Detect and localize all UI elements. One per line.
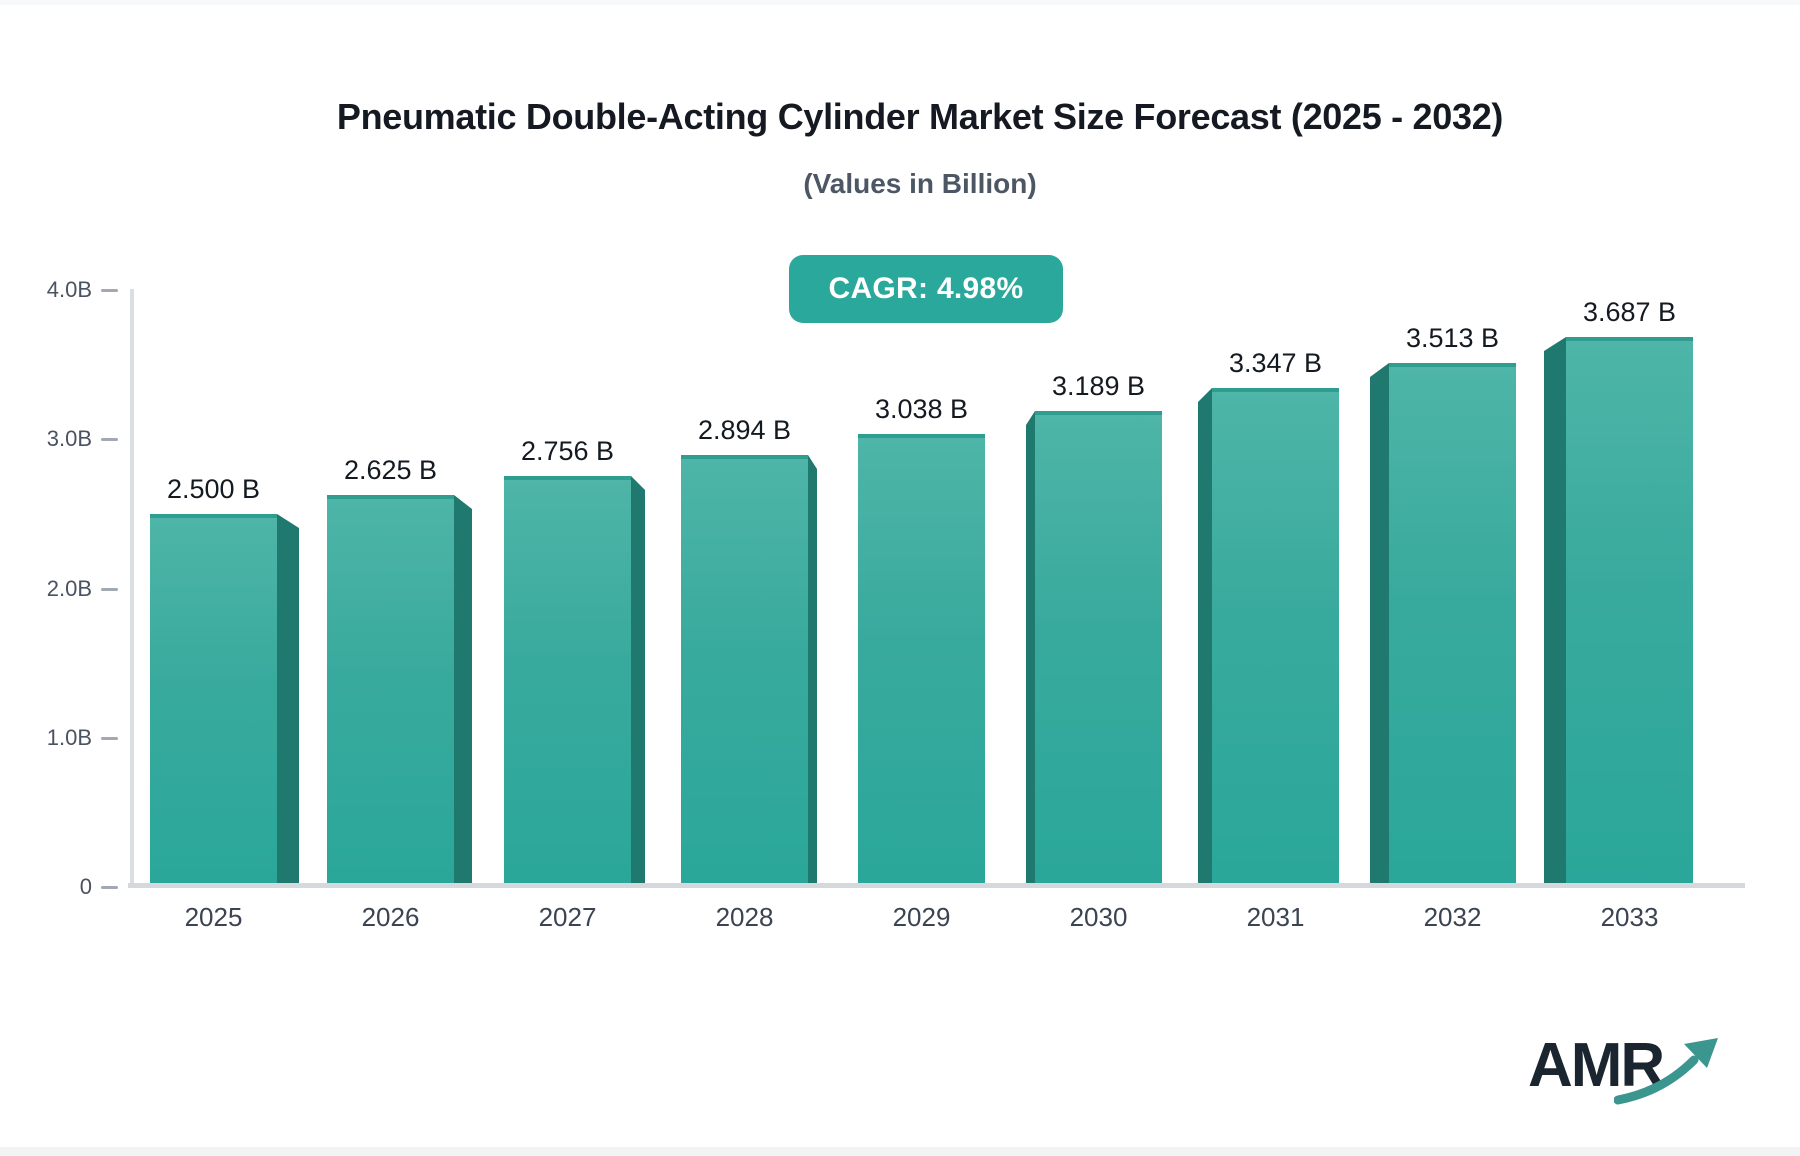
bar-2028 [681, 455, 808, 888]
y-axis-tick-label: 2.0B [46, 575, 92, 601]
bar-value-label: 2.625 B [343, 455, 438, 485]
bar-2032 [1389, 363, 1516, 888]
bar-value-label: 3.038 B [874, 394, 969, 424]
bar-value-label: 2.756 B [520, 436, 615, 466]
x-axis-label-2031: 2031 [1246, 902, 1305, 932]
y-axis-tick-mark [101, 886, 118, 889]
page-subtitle: (Values in Billion) [803, 168, 1037, 199]
bar-value-label: 3.687 B [1582, 297, 1677, 327]
bar-value-label: 3.189 B [1051, 371, 1146, 401]
cagr-badge: CAGR: 4.98% [789, 255, 1063, 323]
bar-value-label: 2.500 B [166, 474, 261, 504]
x-axis-label-2026: 2026 [361, 902, 420, 932]
amr-logo: AMR [1528, 1030, 1728, 1120]
bar-2033 [1566, 337, 1693, 888]
bar-side-face-2030 [1026, 411, 1035, 888]
y-axis-tick-label: 3.0B [46, 426, 92, 452]
bar-2029 [858, 434, 985, 888]
x-axis-label-2033: 2033 [1600, 902, 1659, 932]
trend-up-arrow-icon [1614, 1038, 1718, 1105]
y-axis-tick-mark [101, 289, 118, 293]
y-axis-tick-label: 0 [79, 874, 92, 899]
amr-logo-text: AMR [1528, 1031, 1665, 1100]
y-axis-tick-mark [101, 438, 118, 442]
bar-side-face-2032 [1370, 363, 1389, 888]
x-axis-label-2027: 2027 [538, 902, 597, 932]
bar-value-label: 3.513 B [1405, 323, 1500, 353]
bar-2030 [1035, 411, 1162, 888]
y-axis-line [130, 289, 134, 887]
y-axis-tick-label: 4.0B [46, 277, 92, 303]
x-axis-label-2028: 2028 [715, 902, 774, 932]
bar-value-label: 2.894 B [697, 415, 792, 445]
bar-value-label: 3.347 B [1228, 348, 1323, 378]
bar-2027 [504, 476, 631, 888]
x-axis-label-2025: 2025 [184, 902, 243, 932]
x-axis-label-2032: 2032 [1423, 902, 1482, 932]
bar-side-face-2026 [454, 495, 472, 888]
page-title: Pneumatic Double-Acting Cylinder Market … [336, 96, 1504, 137]
bar-side-face-2028 [808, 455, 817, 888]
y-axis-tick-label: 1.0B [46, 724, 92, 750]
bar-2026 [327, 495, 454, 888]
bar-side-face-2027 [631, 476, 645, 888]
x-axis-line [128, 883, 1745, 888]
x-axis-label-2030: 2030 [1069, 902, 1128, 932]
bar-2031 [1212, 388, 1339, 888]
bar-side-face-2033 [1544, 337, 1566, 888]
bar-side-face-2025 [277, 514, 299, 888]
card-top-edge [0, 0, 1800, 5]
card-bottom-edge [0, 1147, 1800, 1156]
bar-2025 [150, 514, 277, 888]
y-axis-tick-mark [101, 587, 118, 591]
bar-side-face-2031 [1198, 388, 1212, 888]
y-axis-tick-mark [101, 736, 118, 740]
x-axis-label-2029: 2029 [892, 902, 951, 932]
